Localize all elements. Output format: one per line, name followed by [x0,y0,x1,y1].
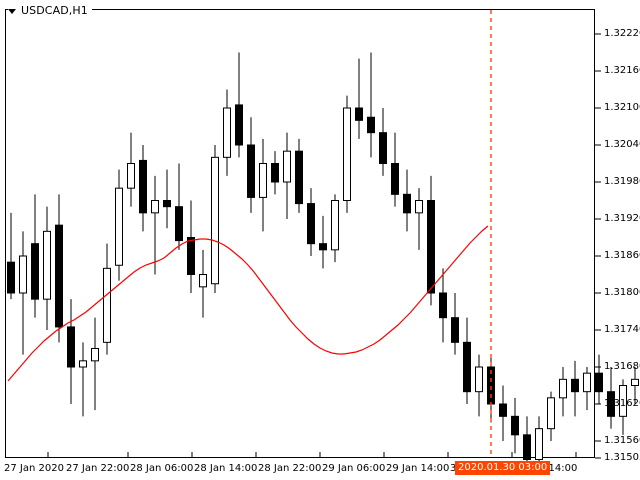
time-axis-label: 29 Jan 14:00 [386,463,450,474]
time-axis-label: 27 Jan 2020 [4,463,64,474]
price-axis-label: 1.31620 [604,398,640,409]
time-axis-label: 28 Jan 06:00 [130,463,194,474]
candle-body [595,372,603,393]
price-axis-label: 1.31560 [604,435,640,446]
candle-body [631,378,639,387]
candlestick [595,354,603,404]
page-title: USDCAD,H1 [21,4,88,17]
price-axis-label: 1.32160 [604,65,640,76]
price-axis-label: 1.31980 [604,176,640,187]
price-axis-label: 1.31800 [604,287,640,298]
chevron-down-icon[interactable] [8,9,16,14]
price-axis-label: 1.31740 [604,324,640,335]
symbol-header[interactable]: USDCAD,H1 [8,4,92,18]
price-axis-label: 1.31505 [604,452,640,463]
price-axis-label: 1.32220 [604,28,640,39]
price-axis-label: 1.32040 [604,139,640,150]
time-axis-label: 28 Jan 14:00 [194,463,258,474]
crosshair-time-badge: 2020.01.30 03:00 [455,461,551,475]
price-axis-label: 1.31680 [604,361,640,372]
plot-area[interactable] [5,9,595,458]
time-axis-label: 29 Jan 06:00 [322,463,386,474]
price-axis-ticks [595,33,601,459]
price-axis-label: 1.31920 [604,213,640,224]
price-axis-label: 1.32100 [604,102,640,113]
price-axis-label: 1.31860 [604,250,640,261]
time-axis-label: 28 Jan 22:00 [258,463,322,474]
time-axis-label: 27 Jan 22:00 [66,463,130,474]
